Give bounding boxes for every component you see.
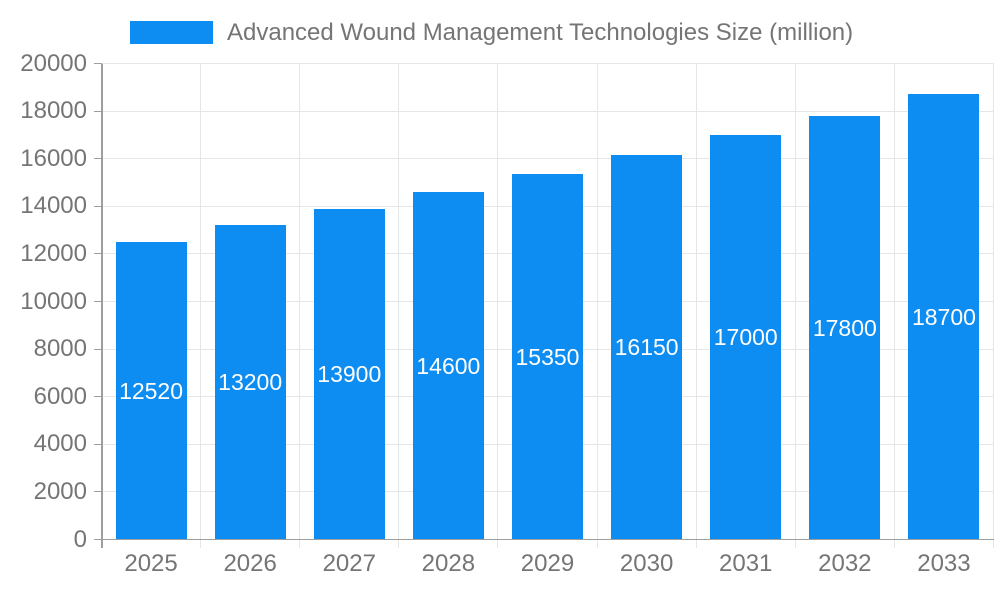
bar-2033[interactable] [908, 94, 980, 540]
category-gridline [893, 63, 895, 548]
bar-2030[interactable] [611, 155, 683, 540]
y-axis-line [100, 63, 103, 548]
x-axis-tick-label: 2027 [322, 550, 376, 577]
bar-value-label: 17800 [812, 314, 877, 341]
bar-value-label: 17000 [713, 324, 778, 351]
y-axis-tick-label: 0 [73, 525, 87, 553]
bar-2026[interactable] [214, 225, 286, 540]
x-axis-line [93, 539, 994, 540]
y-axis-tick [93, 253, 102, 255]
bar-2032[interactable] [809, 115, 881, 540]
y-axis-tick-label: 12000 [20, 239, 87, 267]
category-gridline [200, 63, 202, 548]
y-axis-tick-label: 8000 [33, 335, 87, 363]
legend-swatch [130, 21, 213, 44]
y-axis-tick [93, 443, 102, 445]
y-gridline [101, 110, 994, 112]
x-axis-tick-label: 2032 [818, 550, 872, 577]
chart-legend: Advanced Wound Management Technologies S… [130, 18, 854, 46]
category-gridline [695, 63, 697, 548]
legend-label: Advanced Wound Management Technologies S… [227, 18, 854, 46]
y-axis-tick [93, 491, 102, 493]
y-gridline [101, 158, 994, 160]
y-gridline [101, 63, 994, 64]
y-axis-tick [93, 158, 102, 160]
bar-2029[interactable] [512, 174, 583, 540]
bar-2031[interactable] [710, 134, 782, 540]
x-axis-tick-label: 2033 [917, 550, 971, 577]
bar-value-label: 16150 [614, 334, 679, 361]
y-axis-tick [93, 63, 102, 64]
bar-value-label: 15350 [515, 343, 580, 370]
y-axis-tick [93, 110, 102, 112]
y-axis-tick-label: 16000 [20, 144, 87, 172]
category-gridline [993, 63, 994, 548]
bar-2028[interactable] [412, 192, 484, 540]
x-axis-tick-label: 2025 [124, 550, 178, 577]
category-gridline [497, 63, 499, 548]
x-axis-tick-label: 2030 [619, 550, 674, 577]
y-axis-tick [93, 205, 102, 207]
x-axis-tick-label: 2028 [421, 550, 476, 577]
x-axis-tick-label: 2026 [223, 550, 277, 577]
bar-value-label: 13900 [317, 361, 382, 388]
y-axis-tick [93, 396, 102, 398]
bar-value-label: 18700 [911, 303, 976, 330]
y-axis-tick [93, 301, 102, 302]
category-gridline [398, 63, 400, 548]
bar-value-label: 12520 [119, 377, 184, 404]
category-gridline [596, 63, 598, 548]
category-gridline [299, 63, 301, 548]
y-axis-tick-label: 6000 [33, 382, 87, 410]
bar-value-label: 13200 [218, 369, 283, 396]
y-axis-tick [93, 348, 102, 350]
x-axis-tick-label: 2029 [520, 550, 575, 577]
bar-2025[interactable] [115, 241, 187, 540]
y-axis-tick-label: 18000 [20, 97, 87, 125]
category-gridline [794, 63, 796, 548]
y-axis-tick-label: 14000 [20, 192, 87, 220]
y-axis-tick-label: 10000 [20, 287, 87, 315]
y-axis-tick-label: 2000 [33, 477, 87, 505]
y-axis-tick-label: 4000 [33, 430, 87, 458]
x-axis-tick-label: 2031 [719, 550, 773, 577]
y-axis-tick-label: 20000 [20, 49, 87, 77]
bar-value-label: 14600 [416, 352, 481, 379]
bar-2027[interactable] [313, 208, 385, 540]
